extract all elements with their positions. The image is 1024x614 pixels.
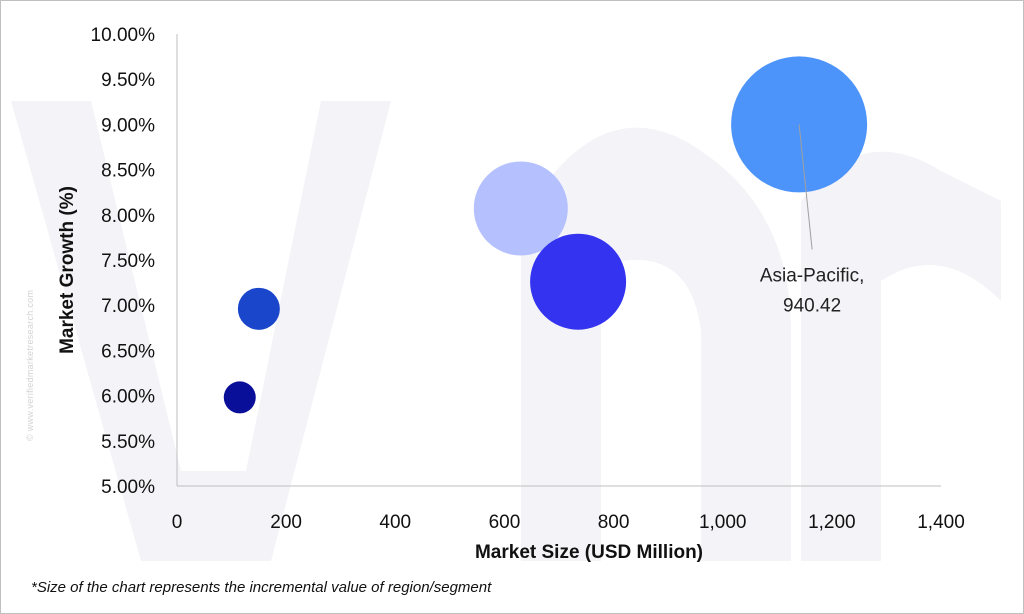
x-tick-label: 1,400 [917, 512, 965, 533]
y-axis-title: Market Growth (%) [57, 186, 78, 354]
data-labels: Asia-Pacific, 940.42 [760, 124, 865, 316]
y-tick-label: 9.50% [101, 70, 155, 91]
y-tick-label: 7.50% [101, 251, 155, 272]
bubble [223, 381, 256, 414]
x-tick-label: 0 [172, 512, 183, 533]
y-tick-label: 5.00% [101, 477, 155, 498]
y-tick-label: 6.00% [101, 387, 155, 408]
x-tick-label: 600 [489, 512, 521, 533]
y-tick-label: 7.00% [101, 296, 155, 317]
data-label-value: 940.42 [783, 295, 841, 316]
x-axis: 0 200 400 600 800 1,000 1,200 1,400 [172, 485, 965, 533]
x-tick-label: 1,200 [808, 512, 856, 533]
x-tick-label: 400 [379, 512, 411, 533]
data-label: Asia-Pacific, [760, 265, 865, 286]
y-tick-label: 8.00% [101, 206, 155, 227]
y-tick-label: 10.00% [91, 25, 156, 46]
y-tick-label: 6.50% [101, 341, 155, 362]
y-tick-label: 8.50% [101, 161, 155, 182]
y-tick-label: 9.00% [101, 115, 155, 136]
x-tick-label: 800 [598, 512, 630, 533]
y-axis: 5.00% 5.50% 6.00% 6.50% 7.00% 7.50% 8.00% 8.50%… [91, 25, 178, 498]
footnote: *Size of the chart represents the increm… [31, 579, 492, 596]
x-tick-label: 200 [270, 512, 302, 533]
label-leader-line [798, 124, 813, 250]
x-axis-title: Market Size (USD Million) [475, 542, 703, 563]
watermark-shape [11, 101, 391, 561]
y-tick-label: 5.50% [101, 432, 155, 453]
watermark-text: © www.verifiedmarketresearch.com [25, 289, 35, 441]
watermark-shape [801, 151, 1001, 561]
bubble [473, 161, 568, 256]
bubble [237, 287, 280, 330]
x-tick-label: 1,000 [699, 512, 747, 533]
bubble [530, 233, 627, 330]
